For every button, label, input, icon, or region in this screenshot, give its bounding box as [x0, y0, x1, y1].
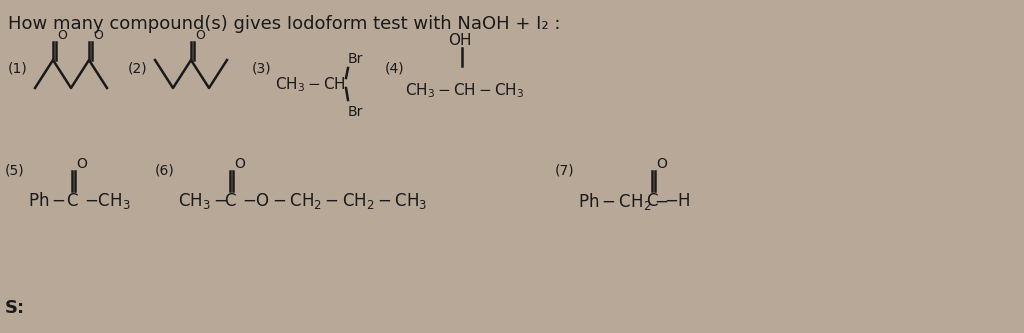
Text: C: C	[224, 192, 236, 210]
Text: C: C	[67, 192, 78, 210]
Text: O: O	[656, 157, 667, 171]
Text: $\mathregular{CH_3-CH}$: $\mathregular{CH_3-CH}$	[275, 76, 346, 94]
Text: (2): (2)	[128, 62, 147, 76]
Text: O: O	[195, 29, 205, 42]
Text: O: O	[234, 157, 245, 171]
Text: (6): (6)	[155, 164, 175, 178]
Text: C: C	[646, 192, 657, 210]
Text: S:: S:	[5, 299, 26, 317]
Text: (4): (4)	[385, 62, 404, 76]
Text: How many compound(s) gives Iodoform test with NaOH + I₂ :: How many compound(s) gives Iodoform test…	[8, 15, 560, 33]
Text: (7): (7)	[555, 164, 574, 178]
Text: $\mathregular{CH_3-}$: $\mathregular{CH_3-}$	[178, 191, 227, 211]
Text: (3): (3)	[252, 62, 271, 76]
Text: (1): (1)	[8, 62, 28, 76]
Text: $\mathregular{CH_3-CH-CH_3}$: $\mathregular{CH_3-CH-CH_3}$	[406, 82, 524, 100]
Text: $\mathregular{-O-CH_2-CH_2-CH_3}$: $\mathregular{-O-CH_2-CH_2-CH_3}$	[242, 191, 427, 211]
Text: $\mathregular{-H}$: $\mathregular{-H}$	[664, 192, 691, 210]
Text: $\mathregular{-CH_3}$: $\mathregular{-CH_3}$	[84, 191, 131, 211]
Text: OH: OH	[449, 33, 472, 48]
Text: Br: Br	[348, 105, 364, 119]
Text: (5): (5)	[5, 164, 25, 178]
Text: O: O	[93, 29, 102, 42]
Text: $\mathregular{Ph-CH_2-}$: $\mathregular{Ph-CH_2-}$	[578, 190, 669, 211]
Text: O: O	[57, 29, 67, 42]
Text: O: O	[76, 157, 87, 171]
Text: $\mathregular{Ph-}$: $\mathregular{Ph-}$	[28, 192, 66, 210]
Text: Br: Br	[348, 52, 364, 66]
